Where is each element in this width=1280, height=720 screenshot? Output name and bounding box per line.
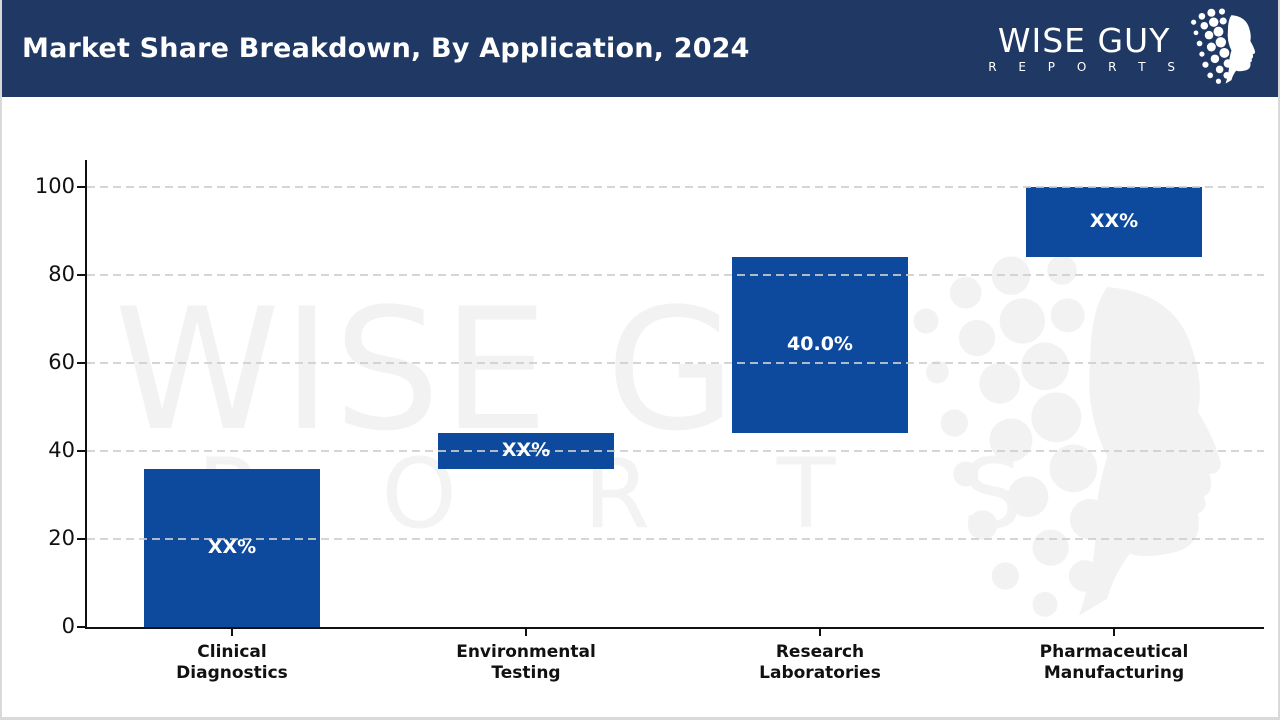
y-tick-mark-20 xyxy=(77,538,85,540)
y-tick-mark-100 xyxy=(77,186,85,188)
chart-plot-area: 0 20 40 60 80 100 XX% XX% 40.0% XX% Clinical Diagn… xyxy=(35,160,1264,683)
bar-research-laboratories xyxy=(732,257,908,434)
x-tick-mark-2 xyxy=(525,629,527,636)
x-category-label-environmental-testing: Environmental Testing xyxy=(456,642,596,684)
x-axis-line xyxy=(85,627,1264,629)
wise-guy-reports-logo: WISE GUY R E P O R T S xyxy=(984,7,1258,90)
y-tick-label-60: 60 xyxy=(48,350,75,374)
bar-pharmaceutical-manufacturing xyxy=(1026,187,1202,258)
logo-text: WISE GUY R E P O R T S xyxy=(984,24,1184,73)
gridline-100 xyxy=(87,186,1264,188)
gridline-60 xyxy=(87,362,1264,364)
y-tick-mark-60 xyxy=(77,362,85,364)
y-tick-label-100: 100 xyxy=(34,174,75,198)
y-tick-mark-40 xyxy=(77,450,85,452)
y-tick-label-0: 0 xyxy=(61,614,75,638)
x-category-label-research-laboratories: Research Laboratories xyxy=(759,642,881,684)
face-profile-logo-icon xyxy=(1186,7,1258,90)
x-tick-mark-3 xyxy=(819,629,821,636)
page-title: Market Share Breakdown, By Application, … xyxy=(22,33,750,64)
gridline-40 xyxy=(87,450,1264,452)
y-tick-label-80: 80 xyxy=(48,262,75,286)
x-tick-mark-4 xyxy=(1113,629,1115,636)
header-bar: Market Share Breakdown, By Application, … xyxy=(2,0,1278,97)
bar-value-label-pharmaceutical-manufacturing: XX% xyxy=(1089,210,1139,233)
gridline-20 xyxy=(87,538,1264,540)
bar-value-label-clinical-diagnostics: XX% xyxy=(207,535,257,558)
y-axis-line xyxy=(85,160,87,629)
bar-value-label-environmental-testing: XX% xyxy=(501,439,551,461)
bar-clinical-diagnostics xyxy=(144,468,320,627)
watermark-face-icon xyxy=(892,225,1232,659)
y-tick-label-40: 40 xyxy=(48,438,75,462)
x-category-label-clinical-diagnostics: Clinical Diagnostics xyxy=(176,642,288,684)
y-tick-mark-0 xyxy=(77,626,85,628)
y-tick-mark-80 xyxy=(77,274,85,276)
y-tick-label-20: 20 xyxy=(48,526,75,550)
gridline-80 xyxy=(87,274,1264,276)
logo-brand-text: WISE GUY xyxy=(997,21,1171,60)
logo-sub-text: R E P O R T S xyxy=(988,60,1184,74)
x-category-label-pharmaceutical-manufacturing: Pharmaceutical Manufacturing xyxy=(1039,642,1189,684)
x-tick-mark-1 xyxy=(231,629,233,636)
bar-value-label-research-laboratories: 40.0% xyxy=(787,333,853,356)
